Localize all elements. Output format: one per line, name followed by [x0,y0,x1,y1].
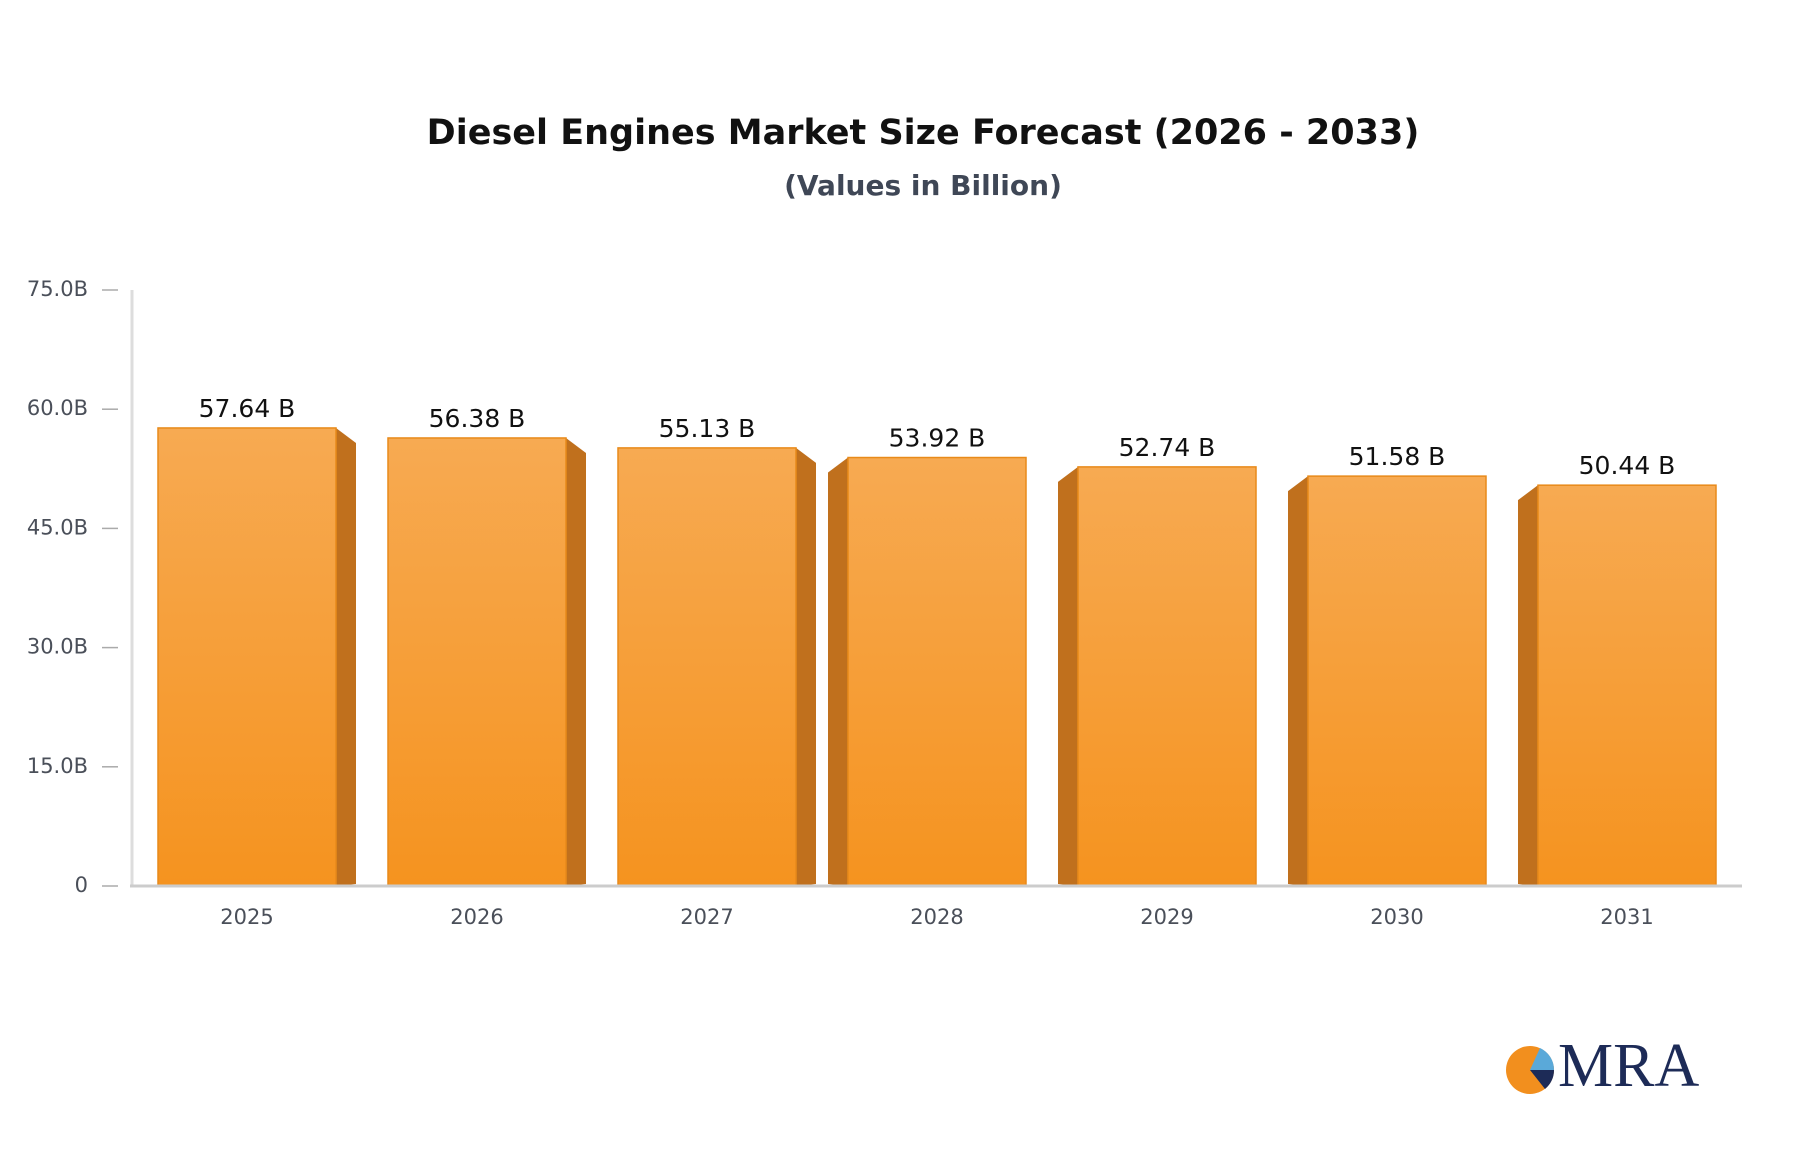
bar [157,427,337,887]
value-label: 52.74 B [1119,433,1216,462]
x-tick-label: 2025 [220,905,273,929]
bar [1077,466,1257,887]
x-tick-label: 2029 [1140,905,1193,929]
logo-text: MRA [1558,1032,1699,1100]
x-tick-label: 2027 [680,905,733,929]
y-tick-label: 75.0B [27,277,88,301]
bar-side [1058,466,1078,886]
y-tick-label: 45.0B [27,515,88,539]
bar [387,437,567,887]
logo-icon [1530,1070,1555,1089]
y-tick-label: 15.0B [27,754,88,778]
value-label: 55.13 B [659,414,756,443]
value-label: 57.64 B [199,394,296,423]
chart-title: Diesel Engines Market Size Forecast (202… [427,113,1420,153]
bar-side [1518,485,1538,886]
value-label: 56.38 B [429,404,526,433]
y-tick-label: 60.0B [27,396,88,420]
x-tick-label: 2028 [910,905,963,929]
chart-subtitle: (Values in Billion) [784,169,1062,202]
bar-side [566,437,586,886]
bar-side [828,457,848,886]
value-label: 50.44 B [1579,451,1676,480]
logo: MRA [1506,1032,1699,1100]
bar-side [1288,476,1308,886]
value-label: 51.58 B [1349,442,1446,471]
x-tick-label: 2026 [450,905,503,929]
bar [617,447,797,887]
bar [1537,484,1717,887]
y-tick-label: 30.0B [27,635,88,659]
bar-side [336,427,356,886]
y-tick-label: 0 [75,873,88,897]
logo-icon [1530,1048,1555,1070]
bar [1307,475,1487,887]
bar [847,456,1027,887]
bar-side [796,447,816,886]
x-tick-label: 2030 [1370,905,1423,929]
value-label: 53.92 B [889,424,986,453]
x-tick-label: 2031 [1600,905,1653,929]
